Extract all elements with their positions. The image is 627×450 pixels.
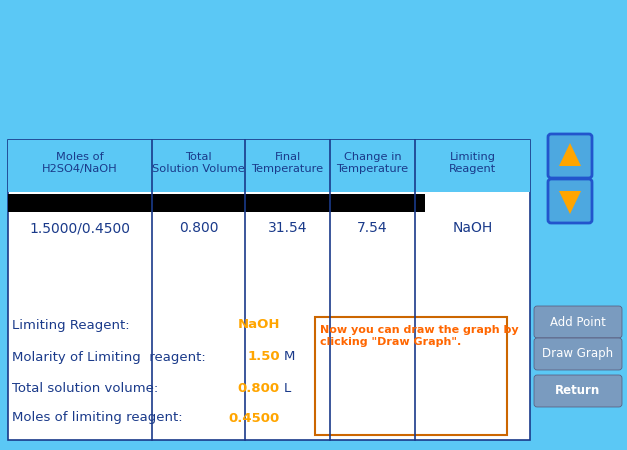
Text: Limiting
Reagent: Limiting Reagent bbox=[449, 152, 496, 174]
Text: NaOH: NaOH bbox=[238, 319, 280, 332]
Text: Total solution volume:: Total solution volume: bbox=[12, 382, 158, 395]
FancyBboxPatch shape bbox=[534, 375, 622, 407]
Polygon shape bbox=[559, 191, 581, 214]
Text: Total
Solution Volume: Total Solution Volume bbox=[152, 152, 245, 174]
Text: NaOH: NaOH bbox=[452, 221, 493, 235]
Text: Molarity of Limiting  reagent:: Molarity of Limiting reagent: bbox=[12, 351, 206, 364]
FancyBboxPatch shape bbox=[548, 134, 592, 178]
Text: M: M bbox=[284, 351, 295, 364]
FancyBboxPatch shape bbox=[548, 179, 592, 223]
Text: Draw Graph: Draw Graph bbox=[542, 347, 614, 360]
Text: Moles of limiting reagent:: Moles of limiting reagent: bbox=[12, 411, 182, 424]
Text: 0.800: 0.800 bbox=[179, 221, 218, 235]
Text: 1.50: 1.50 bbox=[248, 351, 280, 364]
FancyBboxPatch shape bbox=[534, 306, 622, 338]
FancyBboxPatch shape bbox=[315, 317, 507, 435]
FancyBboxPatch shape bbox=[8, 140, 530, 440]
Text: Change in
Temperature: Change in Temperature bbox=[337, 152, 409, 174]
Text: Now you can draw the graph by
clicking "Draw Graph".: Now you can draw the graph by clicking "… bbox=[320, 325, 519, 346]
Text: Return: Return bbox=[556, 384, 601, 397]
Text: 31.54: 31.54 bbox=[268, 221, 307, 235]
FancyBboxPatch shape bbox=[8, 194, 425, 212]
Text: 1.5000/0.4500: 1.5000/0.4500 bbox=[29, 221, 130, 235]
Text: Add Point: Add Point bbox=[550, 315, 606, 328]
Text: L: L bbox=[284, 382, 292, 395]
FancyBboxPatch shape bbox=[534, 338, 622, 370]
Text: 0.800: 0.800 bbox=[238, 382, 280, 395]
Text: 0.4500: 0.4500 bbox=[229, 411, 280, 424]
FancyBboxPatch shape bbox=[8, 140, 530, 192]
Text: Moles of
H2SO4/NaOH: Moles of H2SO4/NaOH bbox=[42, 152, 118, 174]
Text: Limiting Reagent:: Limiting Reagent: bbox=[12, 319, 130, 332]
Text: Final
Temperature: Final Temperature bbox=[251, 152, 324, 174]
Polygon shape bbox=[559, 143, 581, 166]
Text: 7.54: 7.54 bbox=[357, 221, 388, 235]
